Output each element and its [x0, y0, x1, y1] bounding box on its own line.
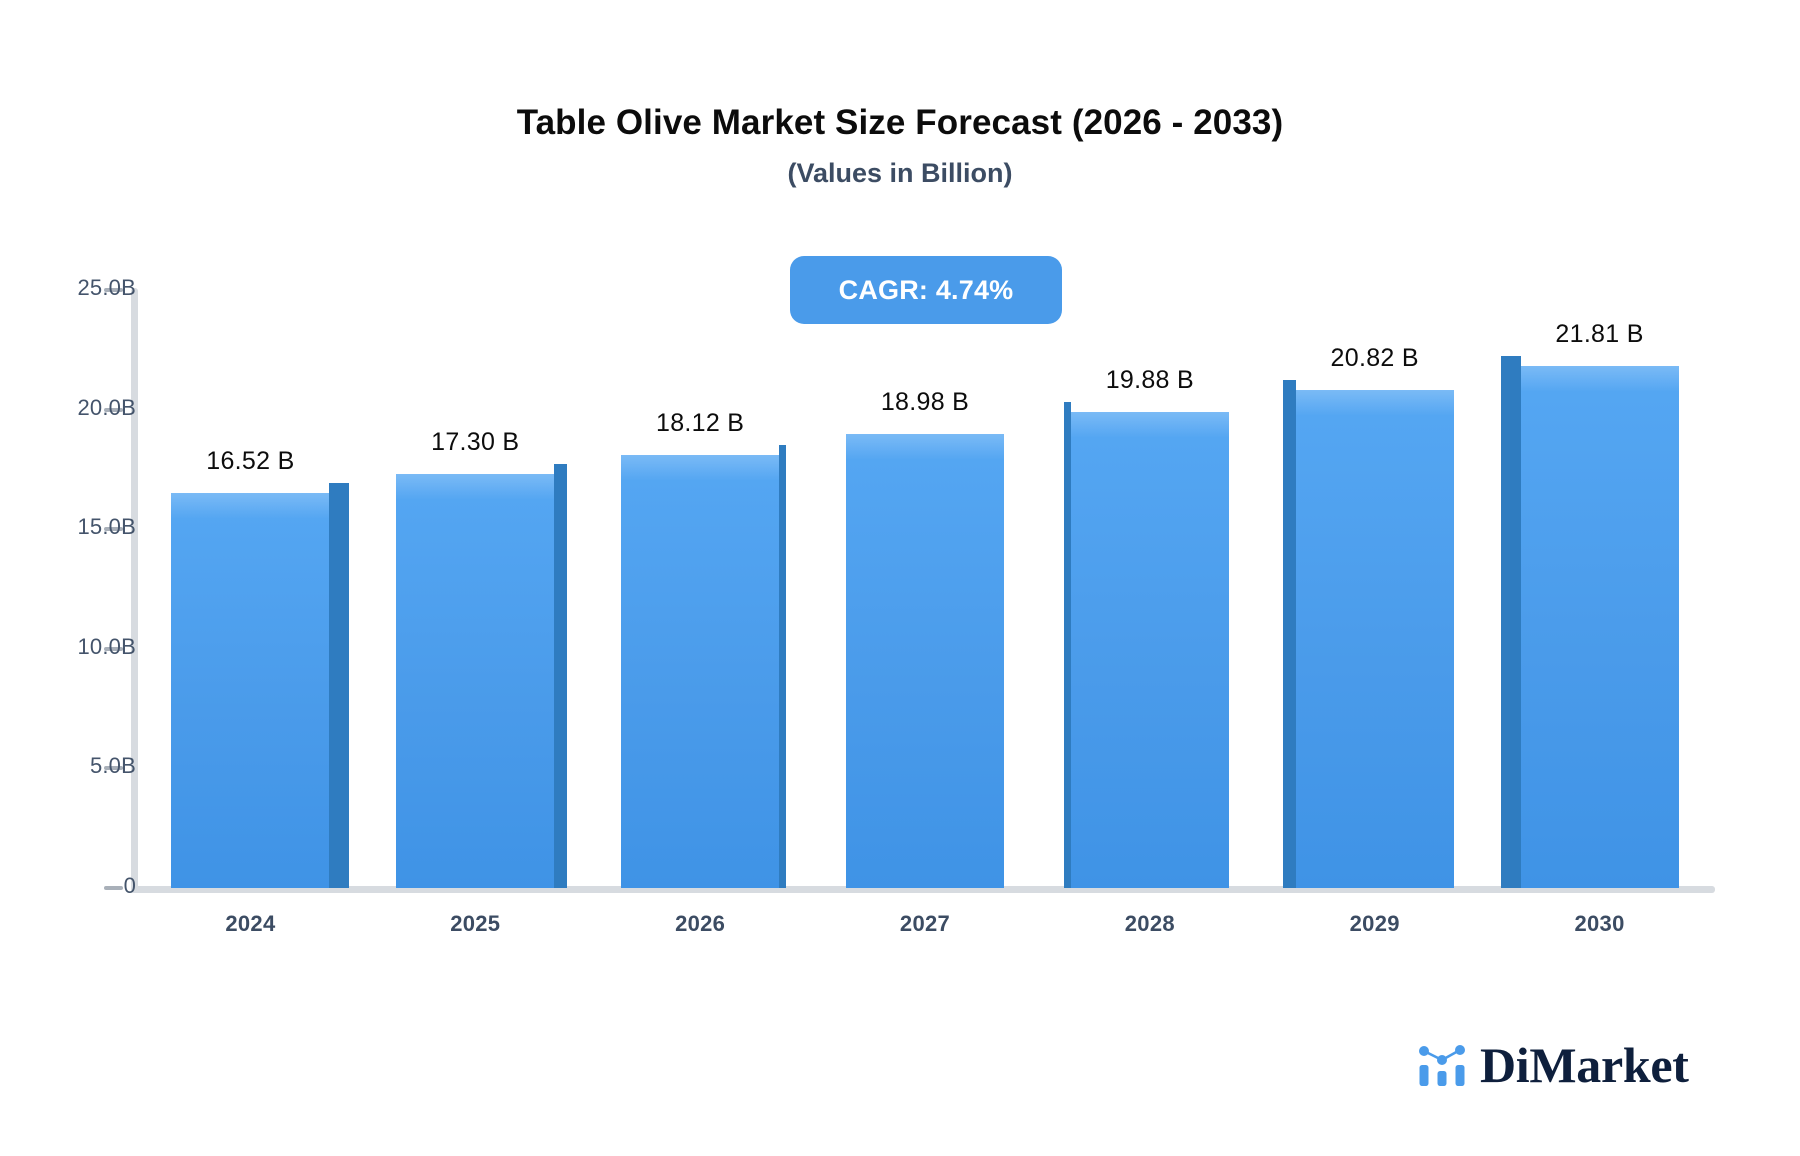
bar-value-label: 21.81 B	[1555, 320, 1644, 349]
bar-trend-icon	[1417, 1042, 1467, 1089]
y-axis-tick-label: 0	[123, 873, 136, 898]
bar-top-highlight	[1295, 389, 1454, 416]
bar-value-label: 17.30 B	[431, 428, 520, 457]
y-axis-tick-label: 25.0B	[77, 275, 136, 300]
bar-side-face	[329, 482, 350, 888]
bar-front-face	[1520, 366, 1679, 888]
x-axis-tick-label: 2028	[1124, 911, 1175, 936]
y-axis-tick-mark	[104, 766, 123, 771]
bar-front-face	[846, 433, 1004, 888]
bar-value-label: 19.88 B	[1105, 366, 1194, 395]
bar-value-label: 16.52 B	[206, 446, 295, 475]
y-axis-tick-label: 15.0B	[77, 514, 136, 540]
x-axis-tick-label: 2030	[1574, 911, 1625, 936]
bar-top-highlight	[396, 474, 555, 501]
logo-wordmark: DiMarket	[1480, 1037, 1689, 1093]
page-title: Table Olive Market Size Forecast (2026 -…	[516, 103, 1284, 142]
y-axis-tick-mark	[104, 407, 123, 412]
x-axis-tick-label: 2024	[225, 911, 276, 936]
bar-top-highlight	[621, 454, 780, 481]
bar-front-face	[621, 454, 780, 888]
bar-side-face	[1500, 356, 1521, 888]
brand-logo: DiMarket	[1417, 1040, 1689, 1090]
x-axis-tick-label: 2025	[450, 911, 501, 936]
bar-side-face	[554, 464, 568, 888]
y-axis-tick-label: 5.0B	[89, 753, 136, 779]
bar-value-label: 20.82 B	[1330, 343, 1419, 372]
bar-front-face	[396, 474, 555, 888]
x-axis-tick-label: 2026	[675, 911, 726, 936]
bar-front-face	[1295, 389, 1454, 888]
bar-side-face	[779, 444, 787, 888]
y-axis-line	[131, 288, 138, 892]
y-axis-tick-mark	[104, 527, 123, 532]
bar-side-face	[1282, 379, 1296, 888]
y-axis-tick-mark	[104, 646, 123, 651]
bar-top-highlight	[171, 492, 330, 519]
chart-subtitle: (Values in Billion)	[787, 158, 1013, 189]
bar-front-face	[1070, 412, 1229, 888]
y-axis-tick-label: 10.0B	[77, 633, 136, 659]
bar-value-label: 18.98 B	[880, 387, 970, 416]
x-axis-line	[131, 886, 1715, 893]
y-axis-tick-mark	[104, 288, 123, 292]
y-axis-tick-label: 20.0B	[77, 394, 136, 420]
bar-top-highlight	[1070, 412, 1229, 439]
cagr-badge-label: CAGR: 4.74%	[838, 274, 1014, 305]
y-axis-tick-mark	[104, 886, 123, 890]
bar-side-face	[1063, 402, 1071, 888]
bar-top-highlight	[846, 433, 1004, 460]
x-axis-tick-label: 2027	[899, 911, 951, 936]
x-axis-tick-label: 2029	[1349, 911, 1400, 936]
cagr-badge: CAGR: 4.74%	[790, 256, 1062, 324]
bar-value-label: 18.12 B	[655, 408, 745, 437]
title-block: Table Olive Market Size Forecast (2026 -…	[0, 102, 1800, 190]
bar-front-face	[171, 492, 330, 888]
bar-top-highlight	[1520, 366, 1679, 393]
